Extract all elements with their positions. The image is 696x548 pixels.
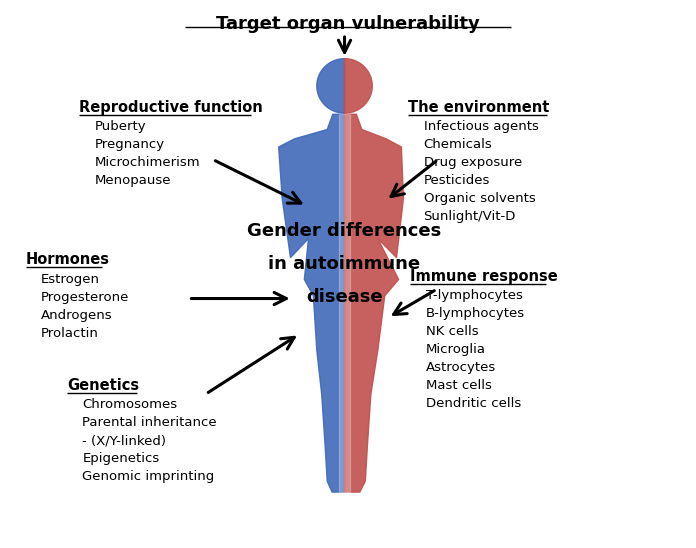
Text: Prolactin: Prolactin <box>41 327 99 340</box>
Text: disease: disease <box>306 288 383 306</box>
Text: NK cells: NK cells <box>426 326 478 338</box>
Text: Organic solvents: Organic solvents <box>424 192 535 205</box>
Text: The environment: The environment <box>409 100 550 115</box>
Polygon shape <box>339 114 350 492</box>
Text: Pesticides: Pesticides <box>424 174 490 187</box>
Text: Immune response: Immune response <box>411 269 558 283</box>
Text: Chromosomes: Chromosomes <box>83 398 177 412</box>
Text: Estrogen: Estrogen <box>41 273 100 286</box>
Text: Mast cells: Mast cells <box>426 379 491 392</box>
Text: Sunlight/Vit-D: Sunlight/Vit-D <box>424 210 516 223</box>
Text: Parental inheritance: Parental inheritance <box>83 416 217 429</box>
Polygon shape <box>278 114 345 492</box>
Text: Epigenetics: Epigenetics <box>83 452 160 465</box>
Polygon shape <box>317 59 345 113</box>
Polygon shape <box>345 114 404 492</box>
Text: Infectious agents: Infectious agents <box>424 120 539 133</box>
Text: Menopause: Menopause <box>94 174 171 187</box>
Text: Pregnancy: Pregnancy <box>94 138 164 151</box>
Text: Hormones: Hormones <box>26 252 110 267</box>
Text: Genomic imprinting: Genomic imprinting <box>83 470 215 483</box>
Text: Microglia: Microglia <box>426 343 486 356</box>
Text: in autoimmune: in autoimmune <box>269 255 420 273</box>
Text: Target organ vulnerability: Target organ vulnerability <box>216 15 480 33</box>
Text: Genetics: Genetics <box>68 378 139 392</box>
Text: Reproductive function: Reproductive function <box>79 100 263 115</box>
Text: T-lymphocytes: T-lymphocytes <box>426 289 523 302</box>
Text: Astrocytes: Astrocytes <box>426 361 496 374</box>
Text: Progesterone: Progesterone <box>41 291 129 304</box>
Text: Gender differences: Gender differences <box>247 222 442 240</box>
Text: Androgens: Androgens <box>41 309 113 322</box>
Text: B-lymphocytes: B-lymphocytes <box>426 307 525 320</box>
Text: - (X/Y-linked): - (X/Y-linked) <box>83 435 166 447</box>
Text: Dendritic cells: Dendritic cells <box>426 397 521 410</box>
Text: Puberty: Puberty <box>94 120 146 133</box>
Text: Chemicals: Chemicals <box>424 138 492 151</box>
Polygon shape <box>345 59 372 113</box>
Text: Drug exposure: Drug exposure <box>424 156 522 169</box>
Text: Microchimerism: Microchimerism <box>94 156 200 169</box>
